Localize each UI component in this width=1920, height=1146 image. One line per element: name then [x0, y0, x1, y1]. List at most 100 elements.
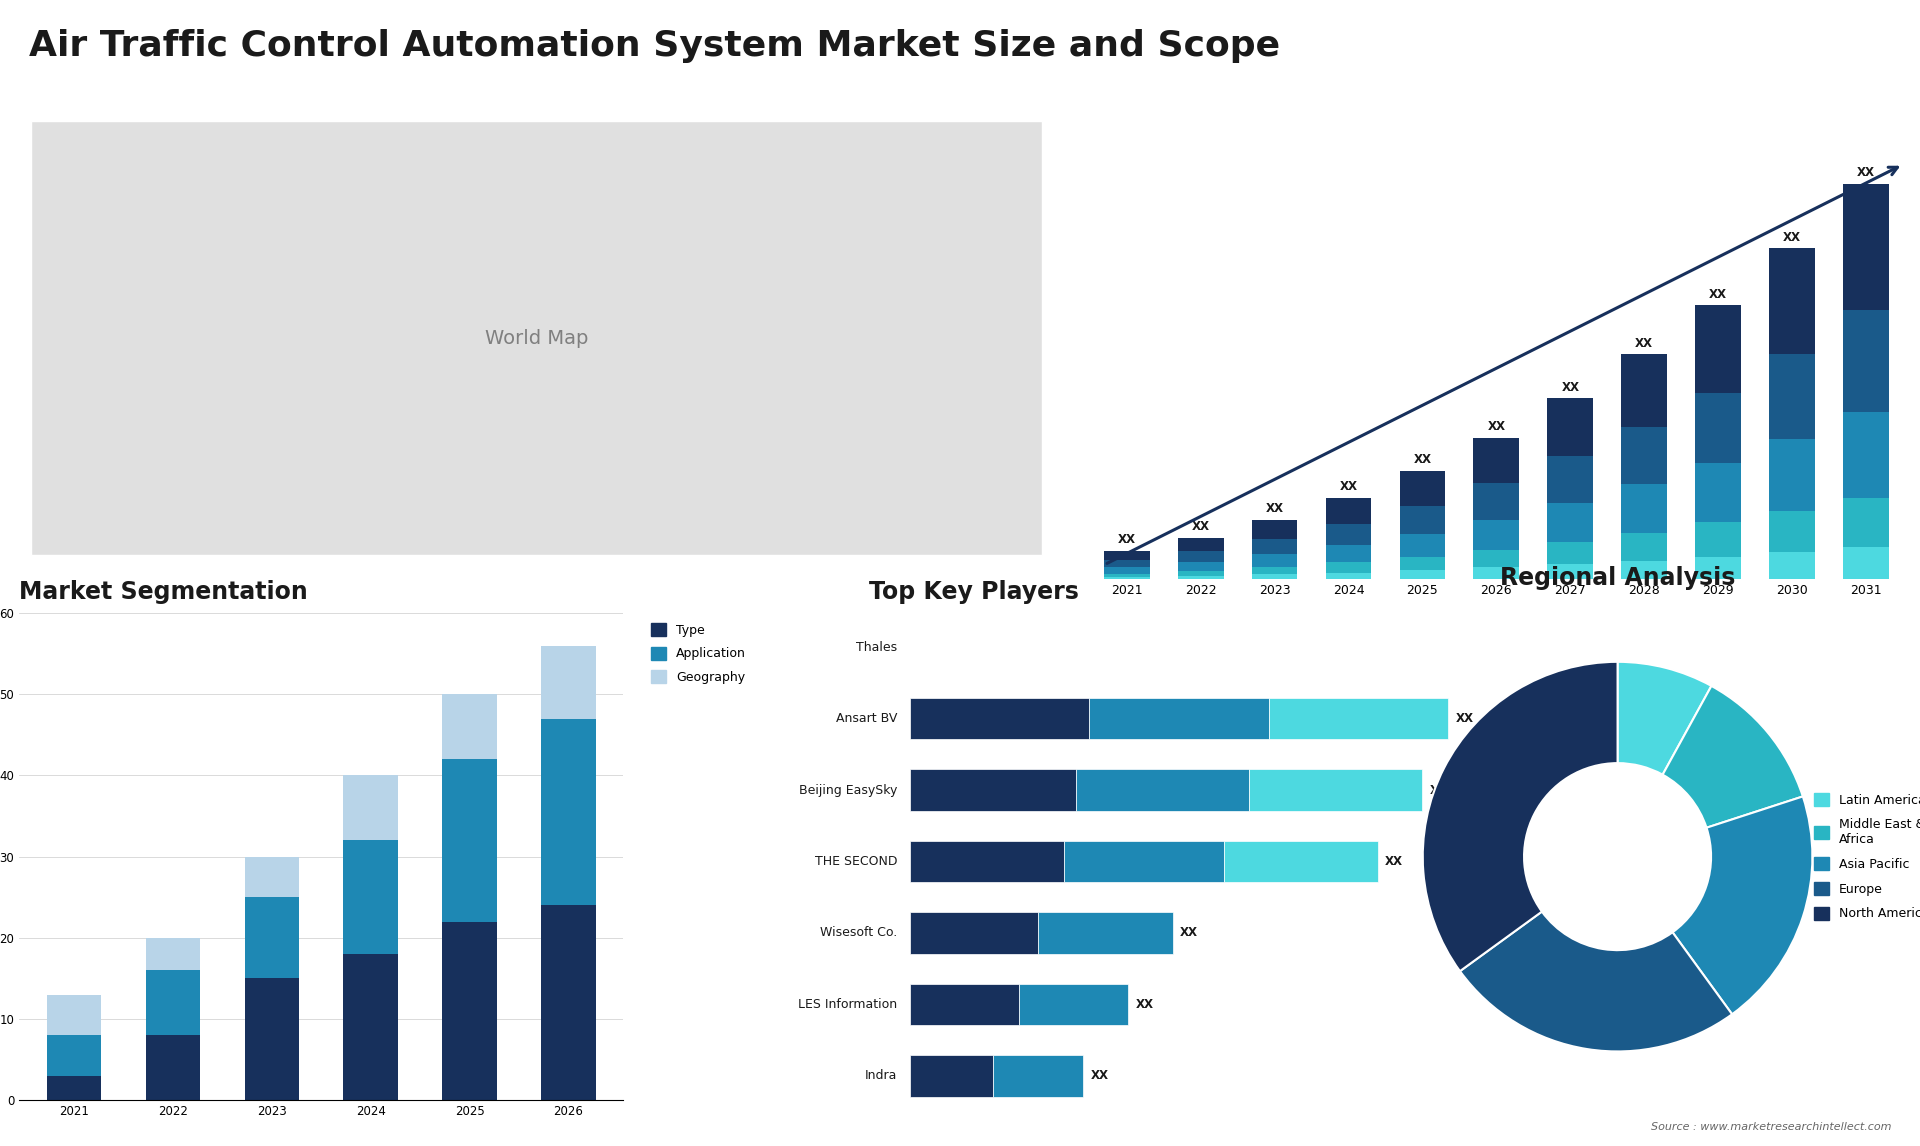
Text: XX: XX [1488, 421, 1505, 433]
Bar [1325, 563, 1371, 573]
Bar [1473, 438, 1519, 484]
Bar [1768, 354, 1814, 439]
Bar [1548, 542, 1594, 564]
Bar [1325, 544, 1371, 563]
Bar [1843, 185, 1889, 311]
Bar [1252, 520, 1298, 540]
Bar [910, 841, 1064, 882]
Bar [1269, 698, 1448, 739]
Text: World Map: World Map [486, 329, 588, 347]
Bar [244, 979, 300, 1100]
Bar [910, 698, 1089, 739]
Text: XX: XX [1636, 337, 1653, 350]
Bar [1250, 769, 1423, 810]
Bar [244, 897, 300, 979]
Bar [541, 905, 595, 1100]
Bar [146, 937, 200, 971]
Bar [46, 1035, 102, 1076]
Text: XX: XX [1117, 533, 1137, 545]
Bar [46, 995, 102, 1035]
Wedge shape [1617, 661, 1711, 775]
Bar [1768, 249, 1814, 354]
Bar [1843, 497, 1889, 547]
Text: THE SECOND: THE SECOND [814, 855, 897, 868]
Bar [1548, 564, 1594, 579]
Text: XX: XX [1091, 1069, 1108, 1082]
Bar [1177, 576, 1223, 579]
Text: Indra: Indra [864, 1069, 897, 1082]
Bar [46, 1076, 102, 1100]
Bar [146, 1035, 200, 1100]
Bar [1548, 503, 1594, 542]
Wedge shape [1663, 686, 1803, 827]
Bar [1104, 550, 1150, 560]
Bar [442, 760, 497, 921]
Bar [146, 971, 200, 1035]
Bar [344, 776, 397, 840]
Bar [1548, 399, 1594, 456]
Bar [1473, 567, 1519, 579]
Wedge shape [1423, 661, 1617, 971]
Text: XX: XX [1561, 380, 1580, 393]
Title: Regional Analysis: Regional Analysis [1500, 566, 1736, 589]
Text: LES Information: LES Information [799, 998, 897, 1011]
Bar [244, 857, 300, 897]
Bar [910, 912, 1039, 953]
Bar [1177, 571, 1223, 576]
Bar [1768, 439, 1814, 510]
Bar [1695, 557, 1741, 579]
Bar [1252, 574, 1298, 579]
Bar [1252, 540, 1298, 555]
Bar [910, 1055, 993, 1097]
Text: XX: XX [1430, 784, 1448, 796]
Bar [1039, 912, 1173, 953]
Text: Thales: Thales [856, 641, 897, 653]
Bar [1473, 519, 1519, 550]
Bar [1620, 426, 1667, 484]
Bar [1252, 567, 1298, 574]
Legend: Latin America, Middle East &
Africa, Asia Pacific, Europe, North America: Latin America, Middle East & Africa, Asi… [1809, 788, 1920, 925]
Text: XX: XX [1784, 230, 1801, 244]
Bar [1325, 573, 1371, 579]
Bar [344, 953, 397, 1100]
Text: XX: XX [1413, 454, 1432, 466]
Bar [1104, 567, 1150, 574]
Text: Ansart BV: Ansart BV [835, 712, 897, 725]
Bar [1104, 560, 1150, 567]
Text: XX: XX [1857, 166, 1876, 180]
Bar [1077, 769, 1250, 810]
Text: Market Segmentation: Market Segmentation [19, 580, 307, 604]
Bar [1620, 484, 1667, 533]
Bar [1695, 523, 1741, 557]
Bar [1325, 524, 1371, 544]
Text: XX: XX [1135, 998, 1154, 1011]
Bar [442, 694, 497, 760]
Bar [1223, 841, 1377, 882]
Wedge shape [1672, 796, 1812, 1014]
Text: Source : www.marketresearchintellect.com: Source : www.marketresearchintellect.com [1651, 1122, 1891, 1132]
Text: XX: XX [1384, 855, 1404, 868]
Bar [1473, 550, 1519, 567]
Bar [1400, 571, 1446, 579]
Bar [1177, 562, 1223, 571]
Bar [1843, 411, 1889, 497]
Bar [1400, 507, 1446, 534]
Legend: Type, Application, Geography: Type, Application, Geography [647, 619, 751, 688]
Bar [1548, 456, 1594, 503]
Bar [1104, 574, 1150, 578]
Bar [1473, 484, 1519, 519]
Bar [910, 769, 1077, 810]
Text: XX: XX [1181, 926, 1198, 940]
Bar [1695, 393, 1741, 463]
Text: XX: XX [1340, 480, 1357, 493]
Bar [1843, 547, 1889, 579]
Bar [910, 983, 1020, 1025]
Text: Air Traffic Control Automation System Market Size and Scope: Air Traffic Control Automation System Ma… [29, 29, 1281, 63]
Bar [541, 645, 595, 719]
Text: XX: XX [1192, 520, 1210, 533]
Bar [1695, 305, 1741, 393]
Bar [1620, 560, 1667, 579]
Text: XX: XX [1455, 712, 1475, 725]
Bar [1400, 557, 1446, 571]
Bar [442, 921, 497, 1100]
